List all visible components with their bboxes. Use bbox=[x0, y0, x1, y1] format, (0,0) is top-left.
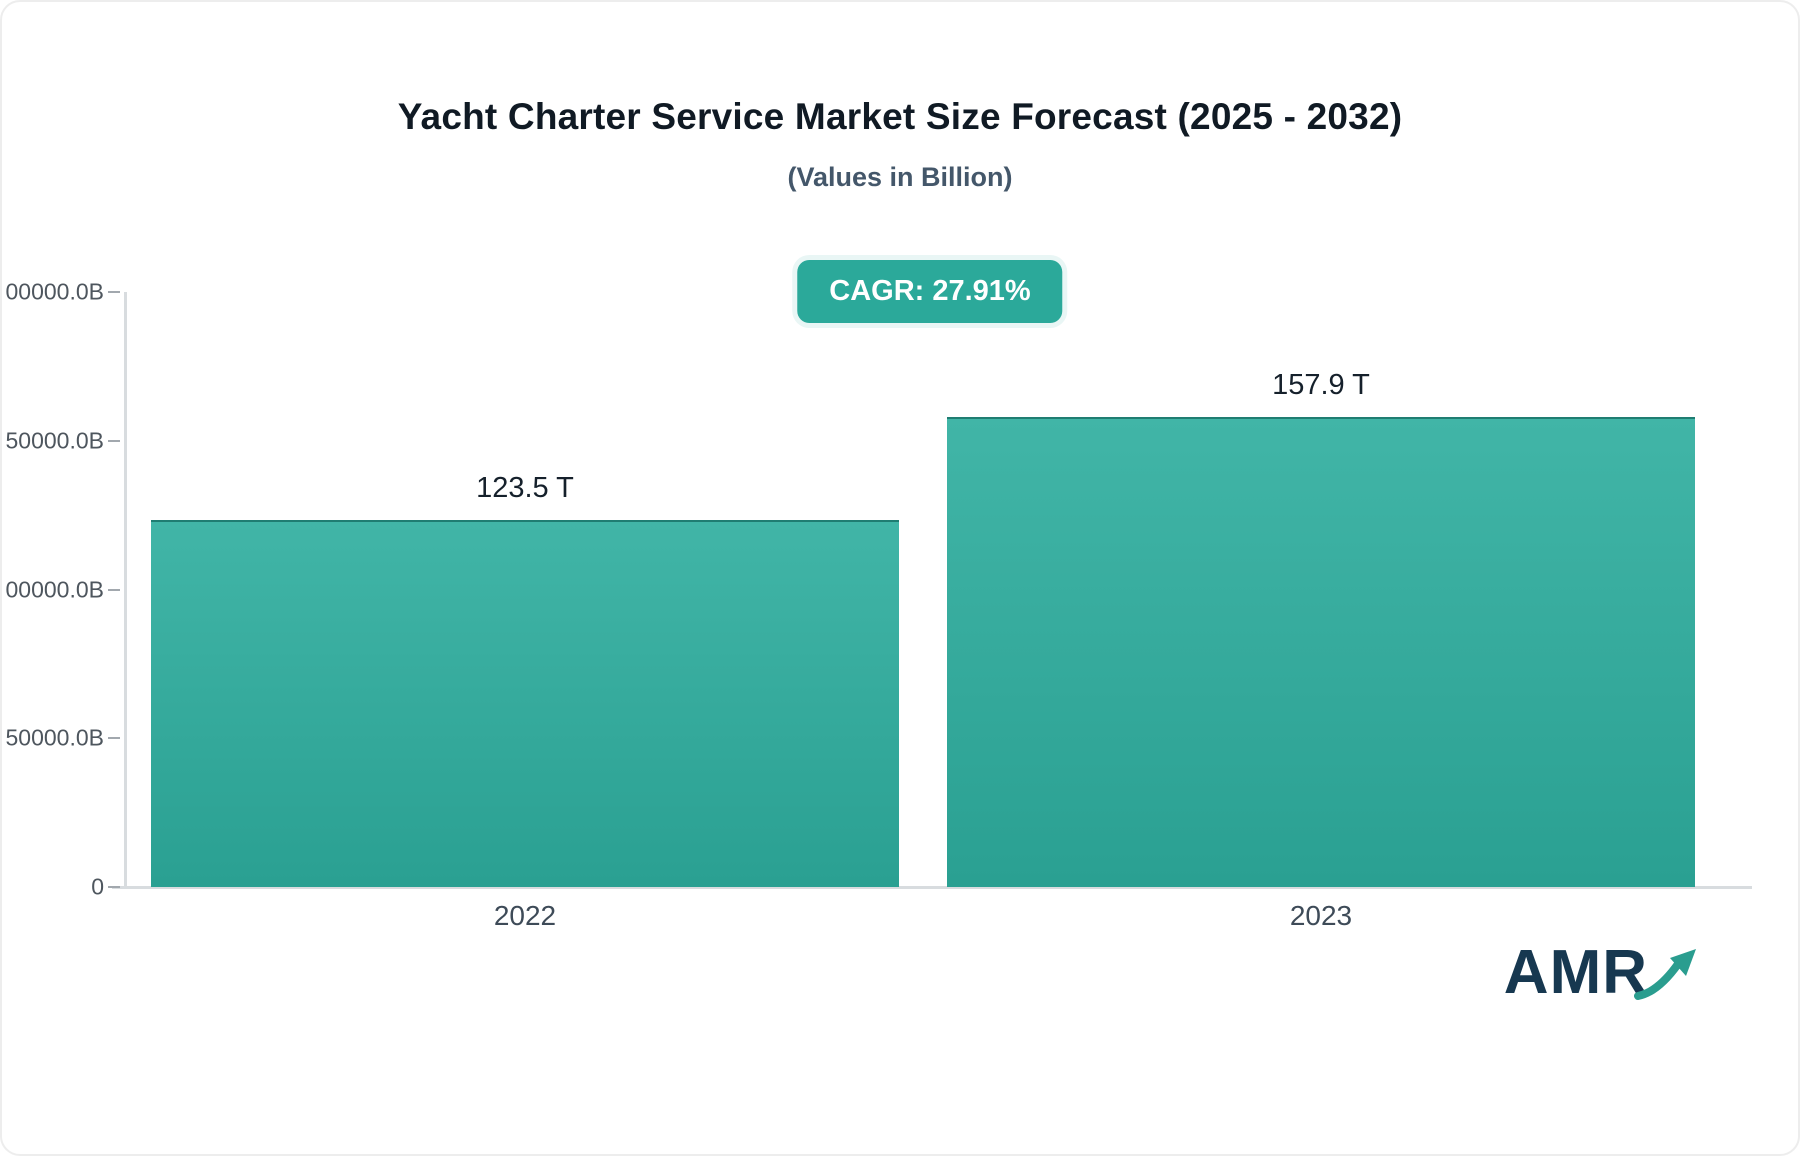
y-axis-tick-mark bbox=[108, 439, 120, 442]
amr-logo-text: AMR bbox=[1503, 938, 1648, 1007]
y-axis-tick-label: 0 bbox=[91, 873, 104, 900]
amr-logo-arrow-icon bbox=[1634, 949, 1696, 1000]
amr-logo: AMR bbox=[1504, 942, 1702, 1004]
y-axis-tick-mark bbox=[108, 737, 120, 740]
y-axis-tick-mark bbox=[108, 291, 120, 293]
x-axis-tick-label: 2022 bbox=[493, 900, 557, 931]
y-axis-tick-label: 50000.0B bbox=[5, 724, 104, 751]
y-axis-tick-label: 00000.0B bbox=[5, 576, 104, 602]
y-axis-tick-mark bbox=[108, 886, 120, 888]
y-axis-tick-label: 00000.0B bbox=[5, 278, 104, 305]
y-axis-tick-mark bbox=[108, 588, 120, 591]
bar-2023[interactable] bbox=[947, 417, 1695, 887]
y-axis-line bbox=[124, 292, 127, 889]
chart-title: Yacht Charter Service Market Size Foreca… bbox=[397, 96, 1403, 137]
x-axis-line bbox=[112, 886, 1752, 889]
bar-value-label: 157.9 T bbox=[1272, 369, 1370, 401]
x-axis-tick-label: 2023 bbox=[1289, 900, 1353, 931]
y-axis-tick-label: 50000.0B bbox=[5, 427, 104, 454]
chart-subtitle: (Values in Billion) bbox=[787, 162, 1013, 192]
cagr-badge: CAGR: 27.91% bbox=[797, 260, 1063, 323]
bar-value-label: 123.5 T bbox=[476, 472, 574, 504]
bar-2022[interactable] bbox=[151, 520, 899, 887]
